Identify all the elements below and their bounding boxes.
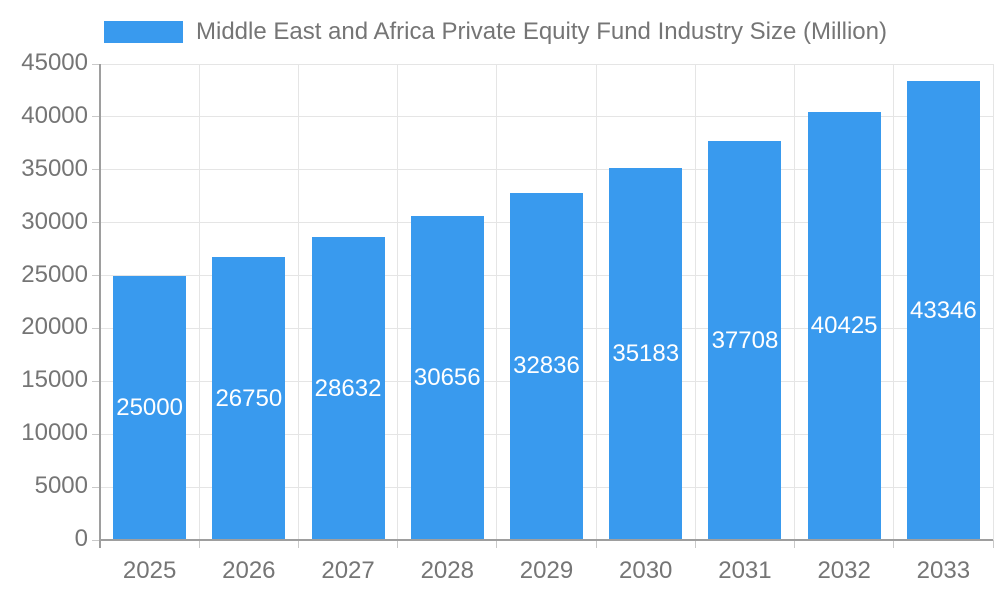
bar[interactable] xyxy=(609,167,683,540)
y-axis-tick xyxy=(92,275,100,277)
y-gridline xyxy=(100,116,993,118)
y-axis-tick xyxy=(92,486,100,488)
bar[interactable] xyxy=(807,112,881,540)
bar[interactable] xyxy=(906,81,980,540)
x-axis-tick xyxy=(694,540,696,548)
x-axis-tick-label: 2031 xyxy=(718,557,772,584)
y-axis-tick xyxy=(92,222,100,224)
x-gridline xyxy=(595,64,597,540)
y-axis-tick xyxy=(92,63,100,65)
y-axis-line xyxy=(99,64,101,548)
x-axis-tick-label: 2029 xyxy=(519,557,574,584)
x-axis-tick-label: 2033 xyxy=(916,557,971,584)
y-axis-tick-label: 10000 xyxy=(21,419,88,447)
x-axis-tick-label: 2030 xyxy=(619,557,673,584)
y-axis-tick-label: 0 xyxy=(74,525,88,552)
x-gridline xyxy=(794,64,796,540)
y-axis-tick-label: 30000 xyxy=(21,207,88,235)
y-axis-tick xyxy=(92,380,100,382)
bar[interactable] xyxy=(708,141,782,540)
x-axis-tick xyxy=(198,540,200,548)
x-gridline xyxy=(496,64,498,540)
x-axis-tick-label: 2025 xyxy=(122,557,177,584)
x-axis-tick xyxy=(794,540,796,548)
x-gridline xyxy=(694,64,696,540)
y-axis-tick-label: 40000 xyxy=(21,101,88,129)
bar[interactable] xyxy=(410,215,484,540)
x-gridline xyxy=(992,64,994,540)
bar[interactable] xyxy=(212,257,286,540)
bar[interactable] xyxy=(311,237,385,540)
y-axis-tick-label: 25000 xyxy=(21,260,88,288)
bar[interactable] xyxy=(510,192,583,540)
chart-legend[interactable]: Middle East and Africa Private Equity Fu… xyxy=(104,18,887,46)
x-axis-tick-label: 2026 xyxy=(222,557,276,584)
x-axis-tick-label: 2028 xyxy=(420,557,474,584)
y-axis-tick-label: 45000 xyxy=(21,49,88,76)
bar[interactable] xyxy=(113,275,187,540)
y-axis-tick-label: 35000 xyxy=(21,154,88,182)
x-axis-tick xyxy=(992,540,994,548)
y-axis-tick xyxy=(92,116,100,118)
x-axis-tick xyxy=(496,540,498,548)
legend-label: Middle East and Africa Private Equity Fu… xyxy=(196,18,887,45)
x-axis-tick xyxy=(297,540,299,548)
x-axis-tick-label: 2027 xyxy=(321,557,375,584)
y-axis-tick xyxy=(92,169,100,171)
y-axis-tick-label: 15000 xyxy=(21,366,88,394)
legend-swatch[interactable] xyxy=(104,21,183,43)
y-gridline xyxy=(100,63,993,65)
y-axis-tick-label: 5000 xyxy=(34,472,88,500)
x-axis-tick xyxy=(893,540,895,548)
x-gridline xyxy=(397,64,399,540)
y-axis-tick-label: 20000 xyxy=(21,313,88,341)
x-gridline xyxy=(297,64,299,540)
x-axis-tick xyxy=(397,540,399,548)
y-axis-tick xyxy=(92,539,100,541)
x-axis-line xyxy=(100,539,993,541)
x-gridline xyxy=(893,64,895,540)
x-gridline xyxy=(198,64,200,540)
y-axis-tick xyxy=(92,327,100,329)
y-axis-tick xyxy=(92,433,100,435)
x-axis-tick-label: 2032 xyxy=(817,557,871,584)
x-axis-tick xyxy=(595,540,597,548)
y-gridline xyxy=(100,169,993,171)
